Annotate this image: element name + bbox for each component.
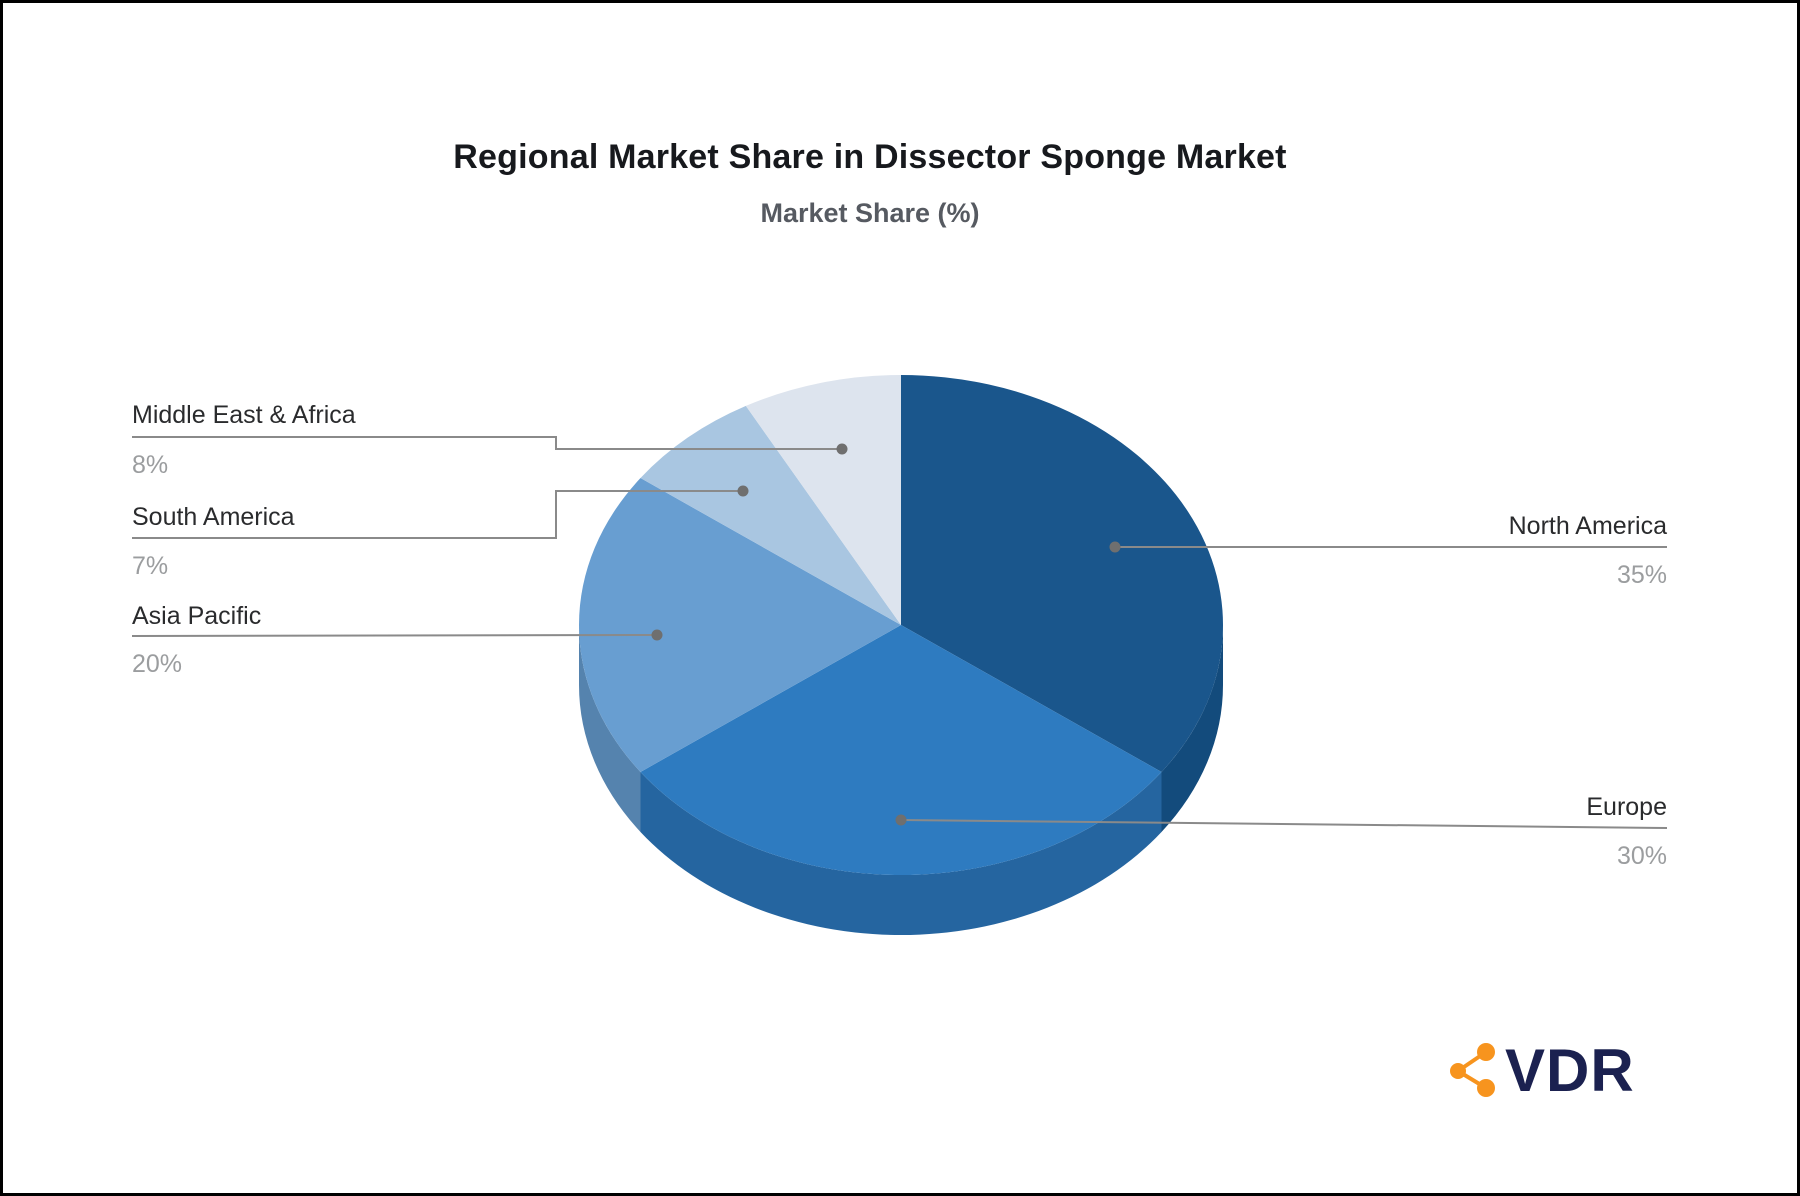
callout-asia-pacific-value-wrap: 20% (132, 650, 182, 679)
leader-dot-middle-east-africa (836, 443, 848, 455)
pie-slice-north-america[interactable] (901, 375, 1223, 772)
leader-dot-south-america (737, 485, 749, 497)
share-icon (1450, 1043, 1495, 1097)
callout-north-america-label: North America (1508, 512, 1667, 540)
pie-slice-south-america[interactable] (640, 405, 901, 625)
leader-line-south-america (132, 490, 743, 539)
chart-title: Regional Market Share in Dissector Spong… (453, 138, 1287, 176)
callout-north-america-value: 35% (1616, 561, 1667, 589)
leader-line-middle-east-africa (132, 436, 842, 450)
pie-slice-side-europe (640, 771, 1162, 935)
leader-dot-asia-pacific (651, 629, 663, 641)
pie-slice-europe[interactable] (640, 625, 1162, 875)
vdr-logo: VDR (1443, 1034, 1673, 1114)
leader-dot-europe (895, 814, 907, 826)
callout-middle-east-africa-value-wrap: 8% (132, 451, 168, 480)
callout-middle-east-africa-label: Middle East & Africa (132, 401, 356, 429)
leader-dot-north-america (1109, 541, 1121, 553)
callout-europe-value-wrap: 30% (1267, 842, 1667, 871)
callout-europe: Europe (1267, 793, 1667, 822)
vdr-logo-text: VDR (1505, 1037, 1635, 1104)
callout-north-america-value-wrap: 35% (1267, 561, 1667, 590)
callout-europe-value: 30% (1616, 842, 1667, 870)
pie-slice-side-asia-pacific (579, 625, 641, 832)
pie-slice-asia-pacific[interactable] (579, 478, 901, 772)
chart-subtitle: Market Share (%) (760, 198, 980, 228)
leader-line-asia-pacific (131, 634, 658, 637)
callout-south-america-label: South America (132, 503, 295, 531)
callout-north-america: North America (1267, 512, 1667, 541)
callout-middle-east-africa: Middle East & Africa (132, 401, 356, 430)
leader-line-europe (900, 819, 1668, 829)
callout-asia-pacific-value: 20% (132, 650, 183, 678)
callout-asia-pacific-label: Asia Pacific (132, 602, 262, 630)
pie-slice-side-north-america (1161, 625, 1223, 832)
callout-south-america-value-wrap: 7% (132, 552, 168, 581)
callout-europe-label: Europe (1586, 793, 1667, 821)
callout-south-america: South America (132, 503, 295, 532)
pie-slice-middle-east-africa[interactable] (745, 375, 901, 625)
callout-middle-east-africa-value: 8% (132, 451, 169, 479)
callout-south-america-value: 7% (132, 552, 169, 580)
callout-asia-pacific: Asia Pacific (132, 602, 261, 631)
